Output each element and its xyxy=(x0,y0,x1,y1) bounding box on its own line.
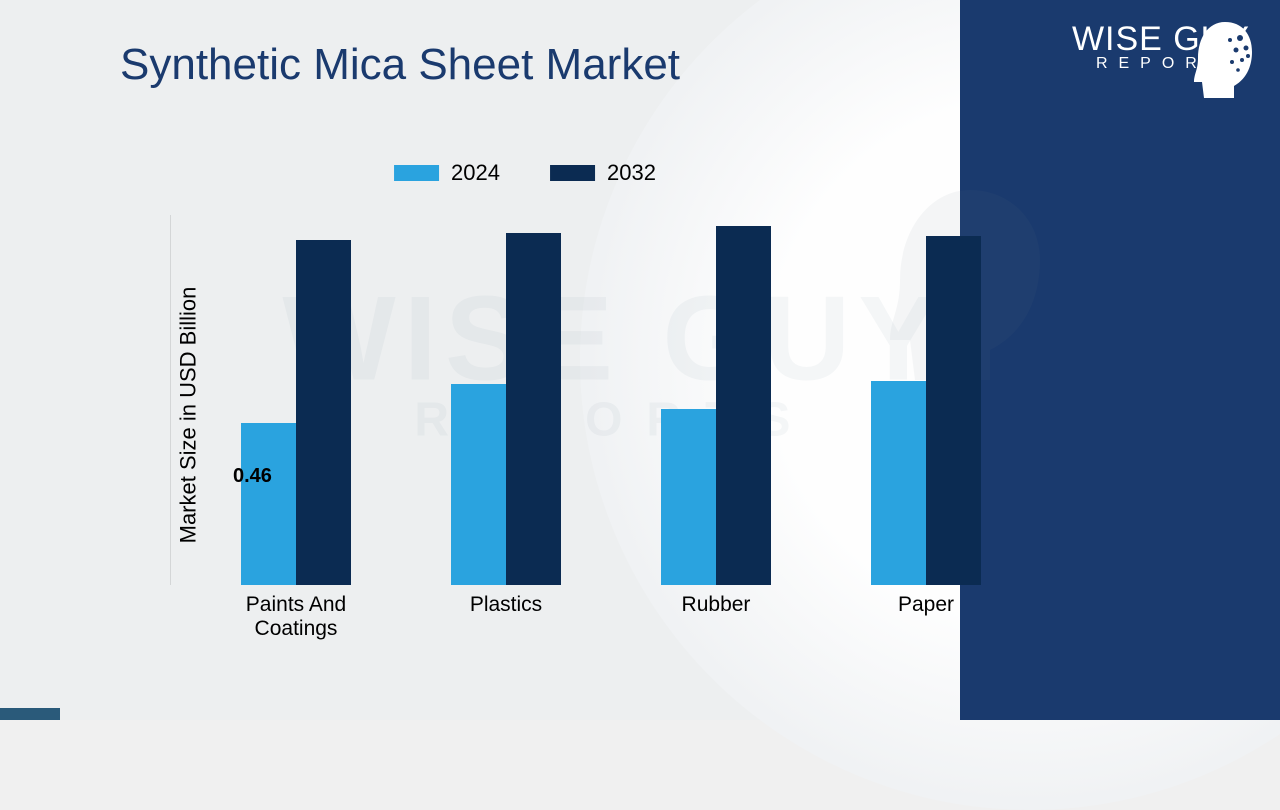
legend-swatch-2024 xyxy=(394,165,439,181)
bottom-accent-bar xyxy=(0,708,60,720)
bar-group: Paints And Coatings xyxy=(241,240,351,585)
x-axis-label: Rubber xyxy=(646,593,786,617)
bar-2024 xyxy=(451,384,506,585)
chart-title: Synthetic Mica Sheet Market xyxy=(120,40,680,90)
bar-2024 xyxy=(241,423,296,585)
bar-group: Rubber xyxy=(661,226,771,585)
bar-2032 xyxy=(926,236,981,585)
legend-swatch-2032 xyxy=(550,165,595,181)
x-axis-label: Plastics xyxy=(436,593,576,617)
chart-area: Market Size in USD Billion 2024 2032 Pai… xyxy=(90,165,960,665)
legend-label-2024: 2024 xyxy=(451,160,500,186)
x-axis-label: Paper xyxy=(856,593,996,617)
x-axis-label: Paints And Coatings xyxy=(226,593,366,641)
bar-2024 xyxy=(871,381,926,585)
legend: 2024 2032 xyxy=(394,160,656,186)
legend-label-2032: 2032 xyxy=(607,160,656,186)
bar-2032 xyxy=(296,240,351,585)
legend-item-2032: 2032 xyxy=(550,160,656,186)
legend-item-2024: 2024 xyxy=(394,160,500,186)
bar-2032 xyxy=(506,233,561,585)
logo-head-icon xyxy=(1190,20,1260,100)
bar-group: Plastics xyxy=(451,233,561,585)
data-label: 0.46 xyxy=(233,465,272,488)
logo: WISE GUY REPORTS xyxy=(1072,20,1250,73)
bar-2024 xyxy=(661,409,716,585)
bar-group: Paper xyxy=(871,236,981,585)
plot-area: Paints And CoatingsPlasticsRubberPaper0.… xyxy=(170,215,960,585)
right-panel xyxy=(960,0,1280,720)
bar-2032 xyxy=(716,226,771,585)
